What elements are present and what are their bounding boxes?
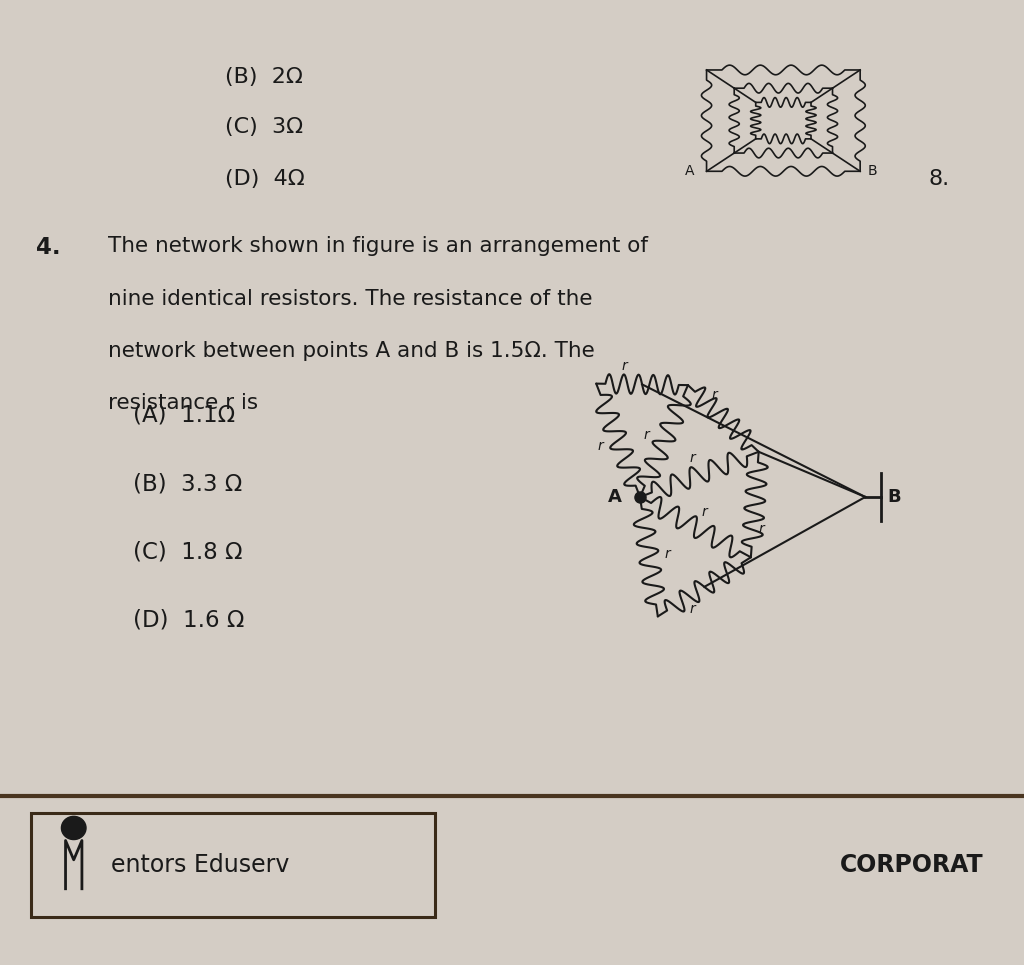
Text: nine identical resistors. The resistance of the: nine identical resistors. The resistance… [108, 289, 592, 309]
FancyBboxPatch shape [31, 813, 435, 917]
Text: r: r [689, 452, 695, 465]
Text: (D)  4Ω: (D) 4Ω [225, 170, 305, 189]
Text: 4.: 4. [36, 236, 60, 260]
Text: resistance r is: resistance r is [108, 393, 258, 413]
Text: r: r [622, 359, 627, 372]
Text: (C)  1.8 Ω: (C) 1.8 Ω [133, 540, 243, 564]
Text: r: r [712, 388, 718, 401]
Text: B: B [888, 488, 901, 506]
Text: A: A [607, 488, 622, 506]
Text: CORPORAT: CORPORAT [840, 853, 983, 876]
Text: network between points A and B is 1.5Ω. The: network between points A and B is 1.5Ω. … [108, 341, 594, 361]
Text: entors Eduserv: entors Eduserv [111, 853, 289, 876]
Text: r: r [598, 439, 604, 454]
Text: r: r [665, 547, 670, 562]
Text: (B)  3.3 Ω: (B) 3.3 Ω [133, 473, 243, 496]
Text: (C)  3Ω: (C) 3Ω [225, 118, 303, 137]
Text: (B)  2Ω: (B) 2Ω [225, 68, 303, 87]
Text: A: A [685, 164, 694, 179]
Text: The network shown in figure is an arrangement of: The network shown in figure is an arrang… [108, 236, 647, 257]
Text: (A)  1.1Ω: (A) 1.1Ω [133, 403, 236, 427]
Text: r: r [701, 505, 708, 519]
Text: r: r [689, 602, 695, 617]
Text: 8.: 8. [929, 170, 950, 189]
Text: (D)  1.6 Ω: (D) 1.6 Ω [133, 608, 245, 631]
Text: B: B [867, 164, 877, 179]
Text: r: r [644, 427, 650, 442]
Text: r: r [759, 522, 765, 536]
Circle shape [61, 816, 86, 840]
